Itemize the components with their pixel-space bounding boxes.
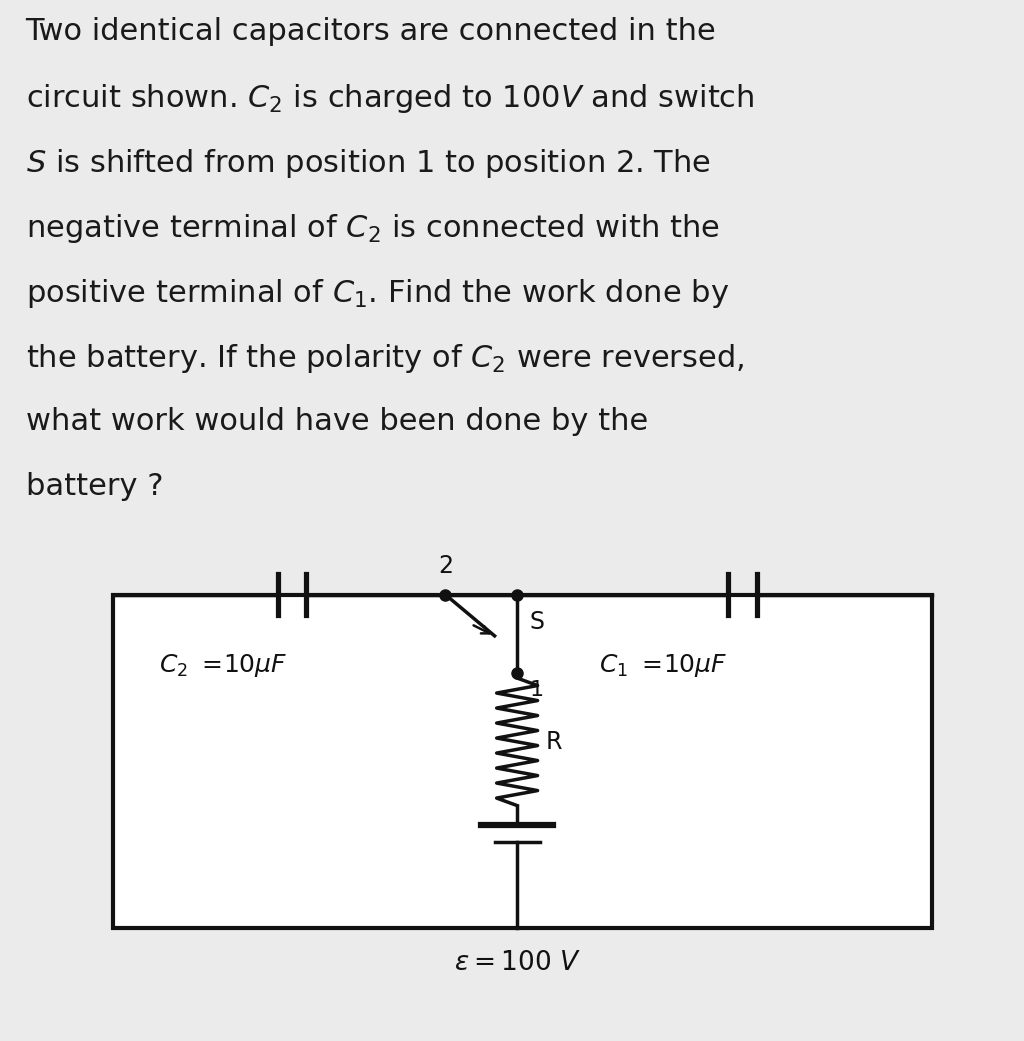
FancyBboxPatch shape [113,594,932,929]
Text: $S$ is shifted from position 1 to position 2. The: $S$ is shifted from position 1 to positi… [26,147,711,180]
Text: S: S [529,610,545,634]
Text: R: R [546,730,562,754]
Text: $C_1\ =\!10\mu F$: $C_1\ =\!10\mu F$ [599,652,727,679]
Text: what work would have been done by the: what work would have been done by the [26,407,648,436]
Text: 2: 2 [438,554,453,578]
Text: the battery. If the polarity of $C_2$ were reversed,: the battery. If the polarity of $C_2$ we… [26,342,743,375]
Text: 1: 1 [529,680,544,700]
Text: negative terminal of $C_2$ is connected with the: negative terminal of $C_2$ is connected … [26,212,719,245]
Text: Two identical capacitors are connected in the: Two identical capacitors are connected i… [26,17,717,46]
Text: $\varepsilon = 100\ V$: $\varepsilon = 100\ V$ [454,949,581,975]
Text: positive terminal of $C_1$. Find the work done by: positive terminal of $C_1$. Find the wor… [26,277,729,310]
Text: circuit shown. $C_2$ is charged to $100V$ and switch: circuit shown. $C_2$ is charged to $100V… [26,81,754,115]
Text: $C_2\ =\!10\mu F$: $C_2\ =\!10\mu F$ [159,652,287,679]
Text: battery ?: battery ? [26,473,163,502]
